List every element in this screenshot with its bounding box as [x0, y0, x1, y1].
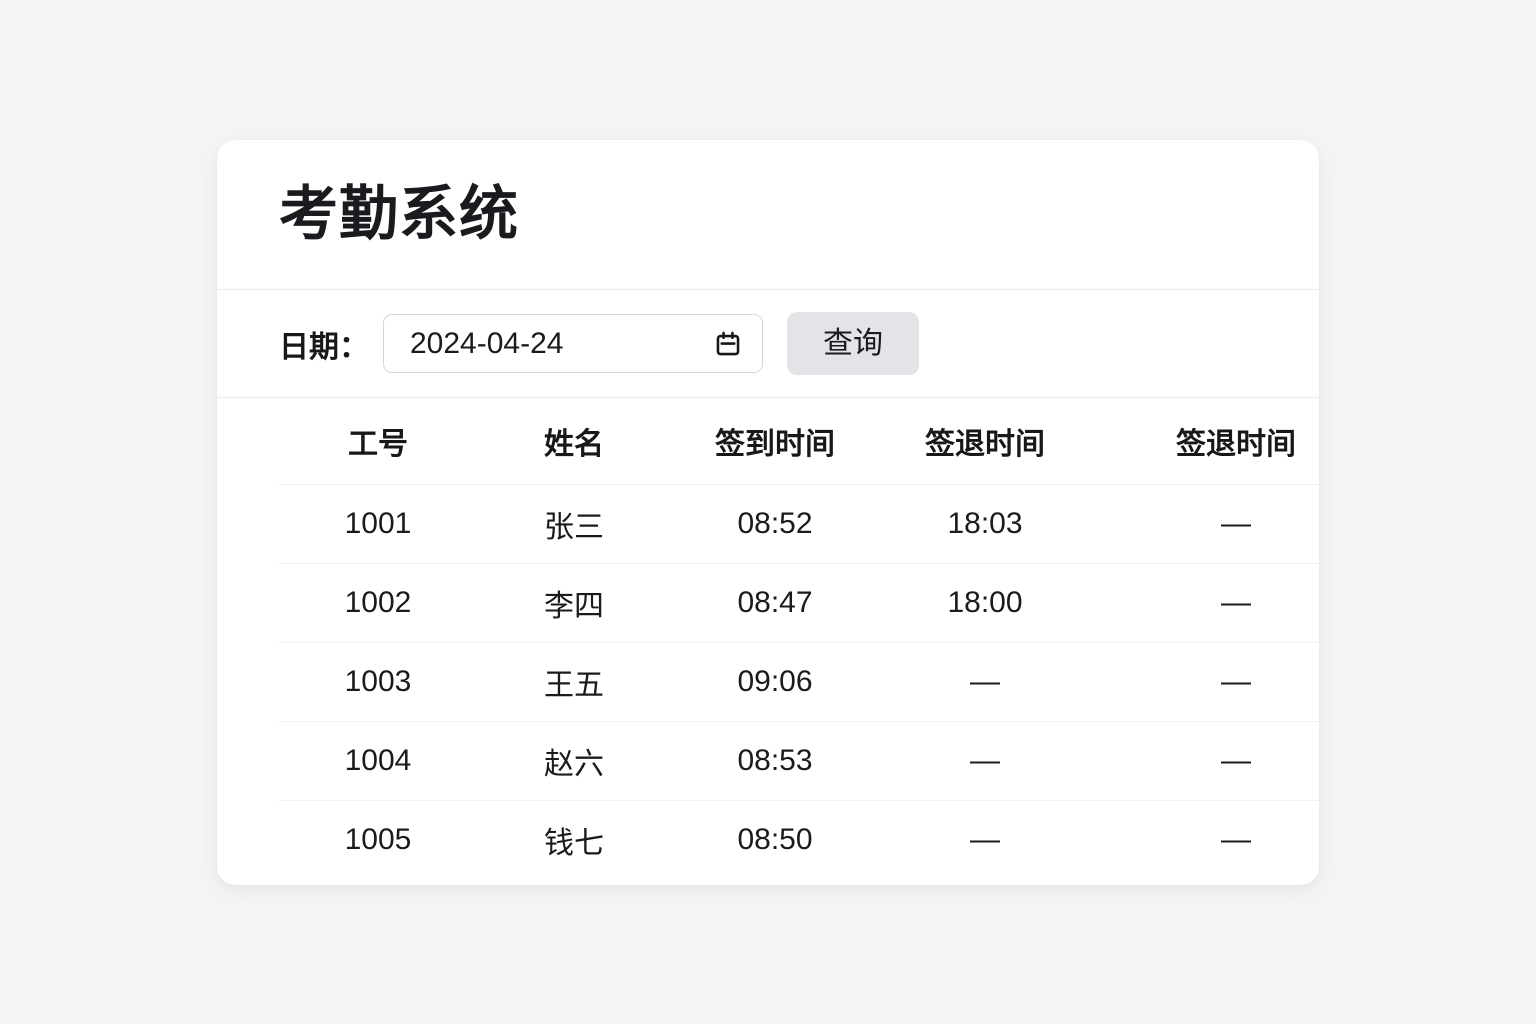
attendance-table: 工号 姓名 签到时间 签退时间 签退时间 1001 张三 08:52 18:03…: [217, 398, 1319, 879]
cell-name: 钱七: [544, 827, 604, 860]
cell-check-out: 18:00: [879, 563, 1091, 643]
table-row[interactable]: 1005 钱七 08:50 — —: [217, 801, 1319, 880]
cell-check-out-2: —: [1091, 484, 1319, 564]
cell-employee-id: 1005: [344, 823, 412, 856]
cell-check-in: 08:50: [737, 823, 813, 856]
column-header-check-out-2[interactable]: 签退时间: [1091, 398, 1319, 485]
table-header-row: 工号 姓名 签到时间 签退时间 签退时间: [217, 398, 1319, 485]
cell-check-in: 08:53: [671, 721, 879, 801]
cell-check-out-2: —: [1221, 823, 1251, 856]
table-spacer-cell: [217, 564, 279, 643]
attendance-card: 考勤系统 日期： 2024-04-24 查询: [217, 140, 1319, 885]
table-head: 工号 姓名 签到时间 签退时间 签退时间: [217, 398, 1319, 485]
cell-employee-id: 1003: [279, 642, 477, 722]
date-input[interactable]: 2024-04-24: [383, 314, 763, 373]
table-spacer-cell: [217, 801, 279, 880]
cell-check-out: 18:03: [879, 484, 1091, 564]
date-input-value[interactable]: 2024-04-24: [410, 326, 564, 360]
column-header-check-out[interactable]: 签退时间: [879, 398, 1091, 485]
date-label: 日期：: [279, 330, 369, 364]
cell-check-in: 09:06: [671, 642, 879, 722]
card-header: 考勤系统: [217, 140, 1319, 290]
cell-check-out-2: —: [1091, 563, 1319, 643]
cell-employee-id: 1004: [279, 721, 477, 801]
table-row[interactable]: 1003 王五 09:06 — —: [217, 642, 1319, 722]
column-header-name[interactable]: 姓名: [477, 398, 671, 485]
table-spacer-cell: [217, 485, 279, 564]
cell-check-out-2: —: [1091, 642, 1319, 722]
table-row[interactable]: 1002 李四 08:47 18:00 —: [217, 563, 1319, 643]
cell-check-in: 08:47: [671, 563, 879, 643]
page-title: 考勤系统: [279, 181, 520, 247]
table-spacer-cell: [217, 643, 279, 722]
column-header-employee-id[interactable]: 工号: [279, 398, 477, 485]
query-button[interactable]: 查询: [787, 312, 919, 375]
table-spacer-cell: [217, 722, 279, 801]
cell-check-out: —: [879, 721, 1091, 801]
cell-name: 赵六: [477, 721, 671, 801]
column-header-check-in[interactable]: 签到时间: [671, 398, 879, 485]
cell-check-in: 08:52: [671, 484, 879, 564]
cell-check-out-2: —: [1091, 721, 1319, 801]
table-row[interactable]: 1001 张三 08:52 18:03 —: [217, 484, 1319, 564]
cell-employee-id: 1002: [279, 563, 477, 643]
cell-name: 李四: [477, 563, 671, 643]
table-body: 1001 张三 08:52 18:03 — 1002 李四 08:47 18:0…: [217, 484, 1319, 880]
filter-bar: 日期： 2024-04-24 查询: [217, 290, 1319, 398]
table-row[interactable]: 1004 赵六 08:53 — —: [217, 721, 1319, 801]
calendar-icon[interactable]: [714, 330, 742, 358]
cell-check-out: —: [970, 823, 1000, 856]
cell-check-out: —: [879, 642, 1091, 722]
cell-name: 王五: [477, 642, 671, 722]
cell-employee-id: 1001: [279, 484, 477, 564]
cell-name: 张三: [477, 484, 671, 564]
table-spacer-cell: [217, 398, 279, 485]
